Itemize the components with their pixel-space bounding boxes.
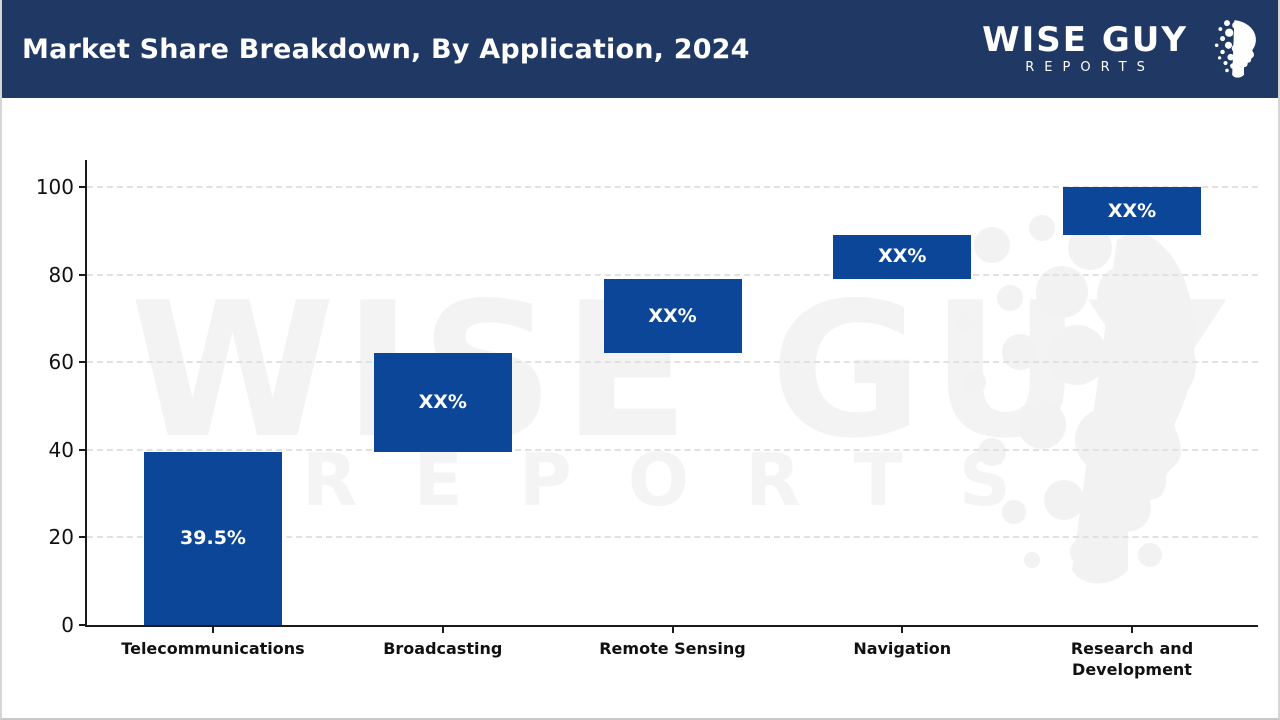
x-axis-spine xyxy=(85,625,1258,627)
y-tick-label: 20 xyxy=(48,525,74,550)
x-tick-mark xyxy=(212,625,214,633)
x-tick-mark xyxy=(901,625,904,633)
bar-value-label: XX% xyxy=(418,391,467,414)
x-category-label: Navigation xyxy=(853,639,952,658)
y-axis-spine xyxy=(85,160,87,627)
y-tick-label: 40 xyxy=(48,437,74,462)
page-title: Market Share Breakdown, By Application, … xyxy=(22,33,750,65)
y-gridline xyxy=(87,273,1258,276)
bar-segment xyxy=(373,353,512,452)
x-category-label: Telecommunications xyxy=(121,639,305,658)
bar-segment xyxy=(603,278,742,354)
bar-segment xyxy=(833,235,972,279)
y-tick-mark xyxy=(79,536,87,539)
y-tick-label: 60 xyxy=(48,350,74,375)
y-tick-mark xyxy=(79,273,87,276)
x-tick-mark xyxy=(441,625,444,633)
y-gridline xyxy=(87,361,1258,364)
y-gridline xyxy=(87,536,1258,539)
x-category-label: Remote Sensing xyxy=(599,639,746,658)
logo-reports-text: REPORTS xyxy=(1025,59,1155,75)
bar-value-label: 39.5% xyxy=(180,526,246,549)
x-tick-mark xyxy=(671,625,674,633)
bar-value-label: XX% xyxy=(878,245,927,268)
logo-name-text: WISE GUY xyxy=(982,20,1188,61)
y-tick-mark xyxy=(79,624,87,626)
header: Market Share Breakdown, By Application, … xyxy=(2,0,1278,98)
bar-value-label: XX% xyxy=(648,304,697,327)
y-tick-mark xyxy=(79,361,87,364)
y-tick-mark xyxy=(79,186,87,188)
bar-segment xyxy=(144,451,282,625)
y-tick-label: 80 xyxy=(48,262,74,287)
x-tick-mark xyxy=(1131,625,1133,633)
logo-head-icon xyxy=(1214,20,1256,78)
wiseguy-logo: WISE GUY REPORTS xyxy=(982,8,1264,90)
bar-value-label: XX% xyxy=(1107,200,1157,222)
y-gridline xyxy=(87,186,1258,188)
x-category-label: Broadcasting xyxy=(383,639,503,658)
y-gridline xyxy=(87,448,1258,451)
logo-wordmark: WISE GUY REPORTS xyxy=(982,20,1188,75)
x-category-label: Research and Development xyxy=(1070,639,1194,679)
y-tick-mark xyxy=(79,448,87,451)
y-tick-label: 100 xyxy=(35,175,74,199)
y-tick-label: 0 xyxy=(61,613,74,637)
